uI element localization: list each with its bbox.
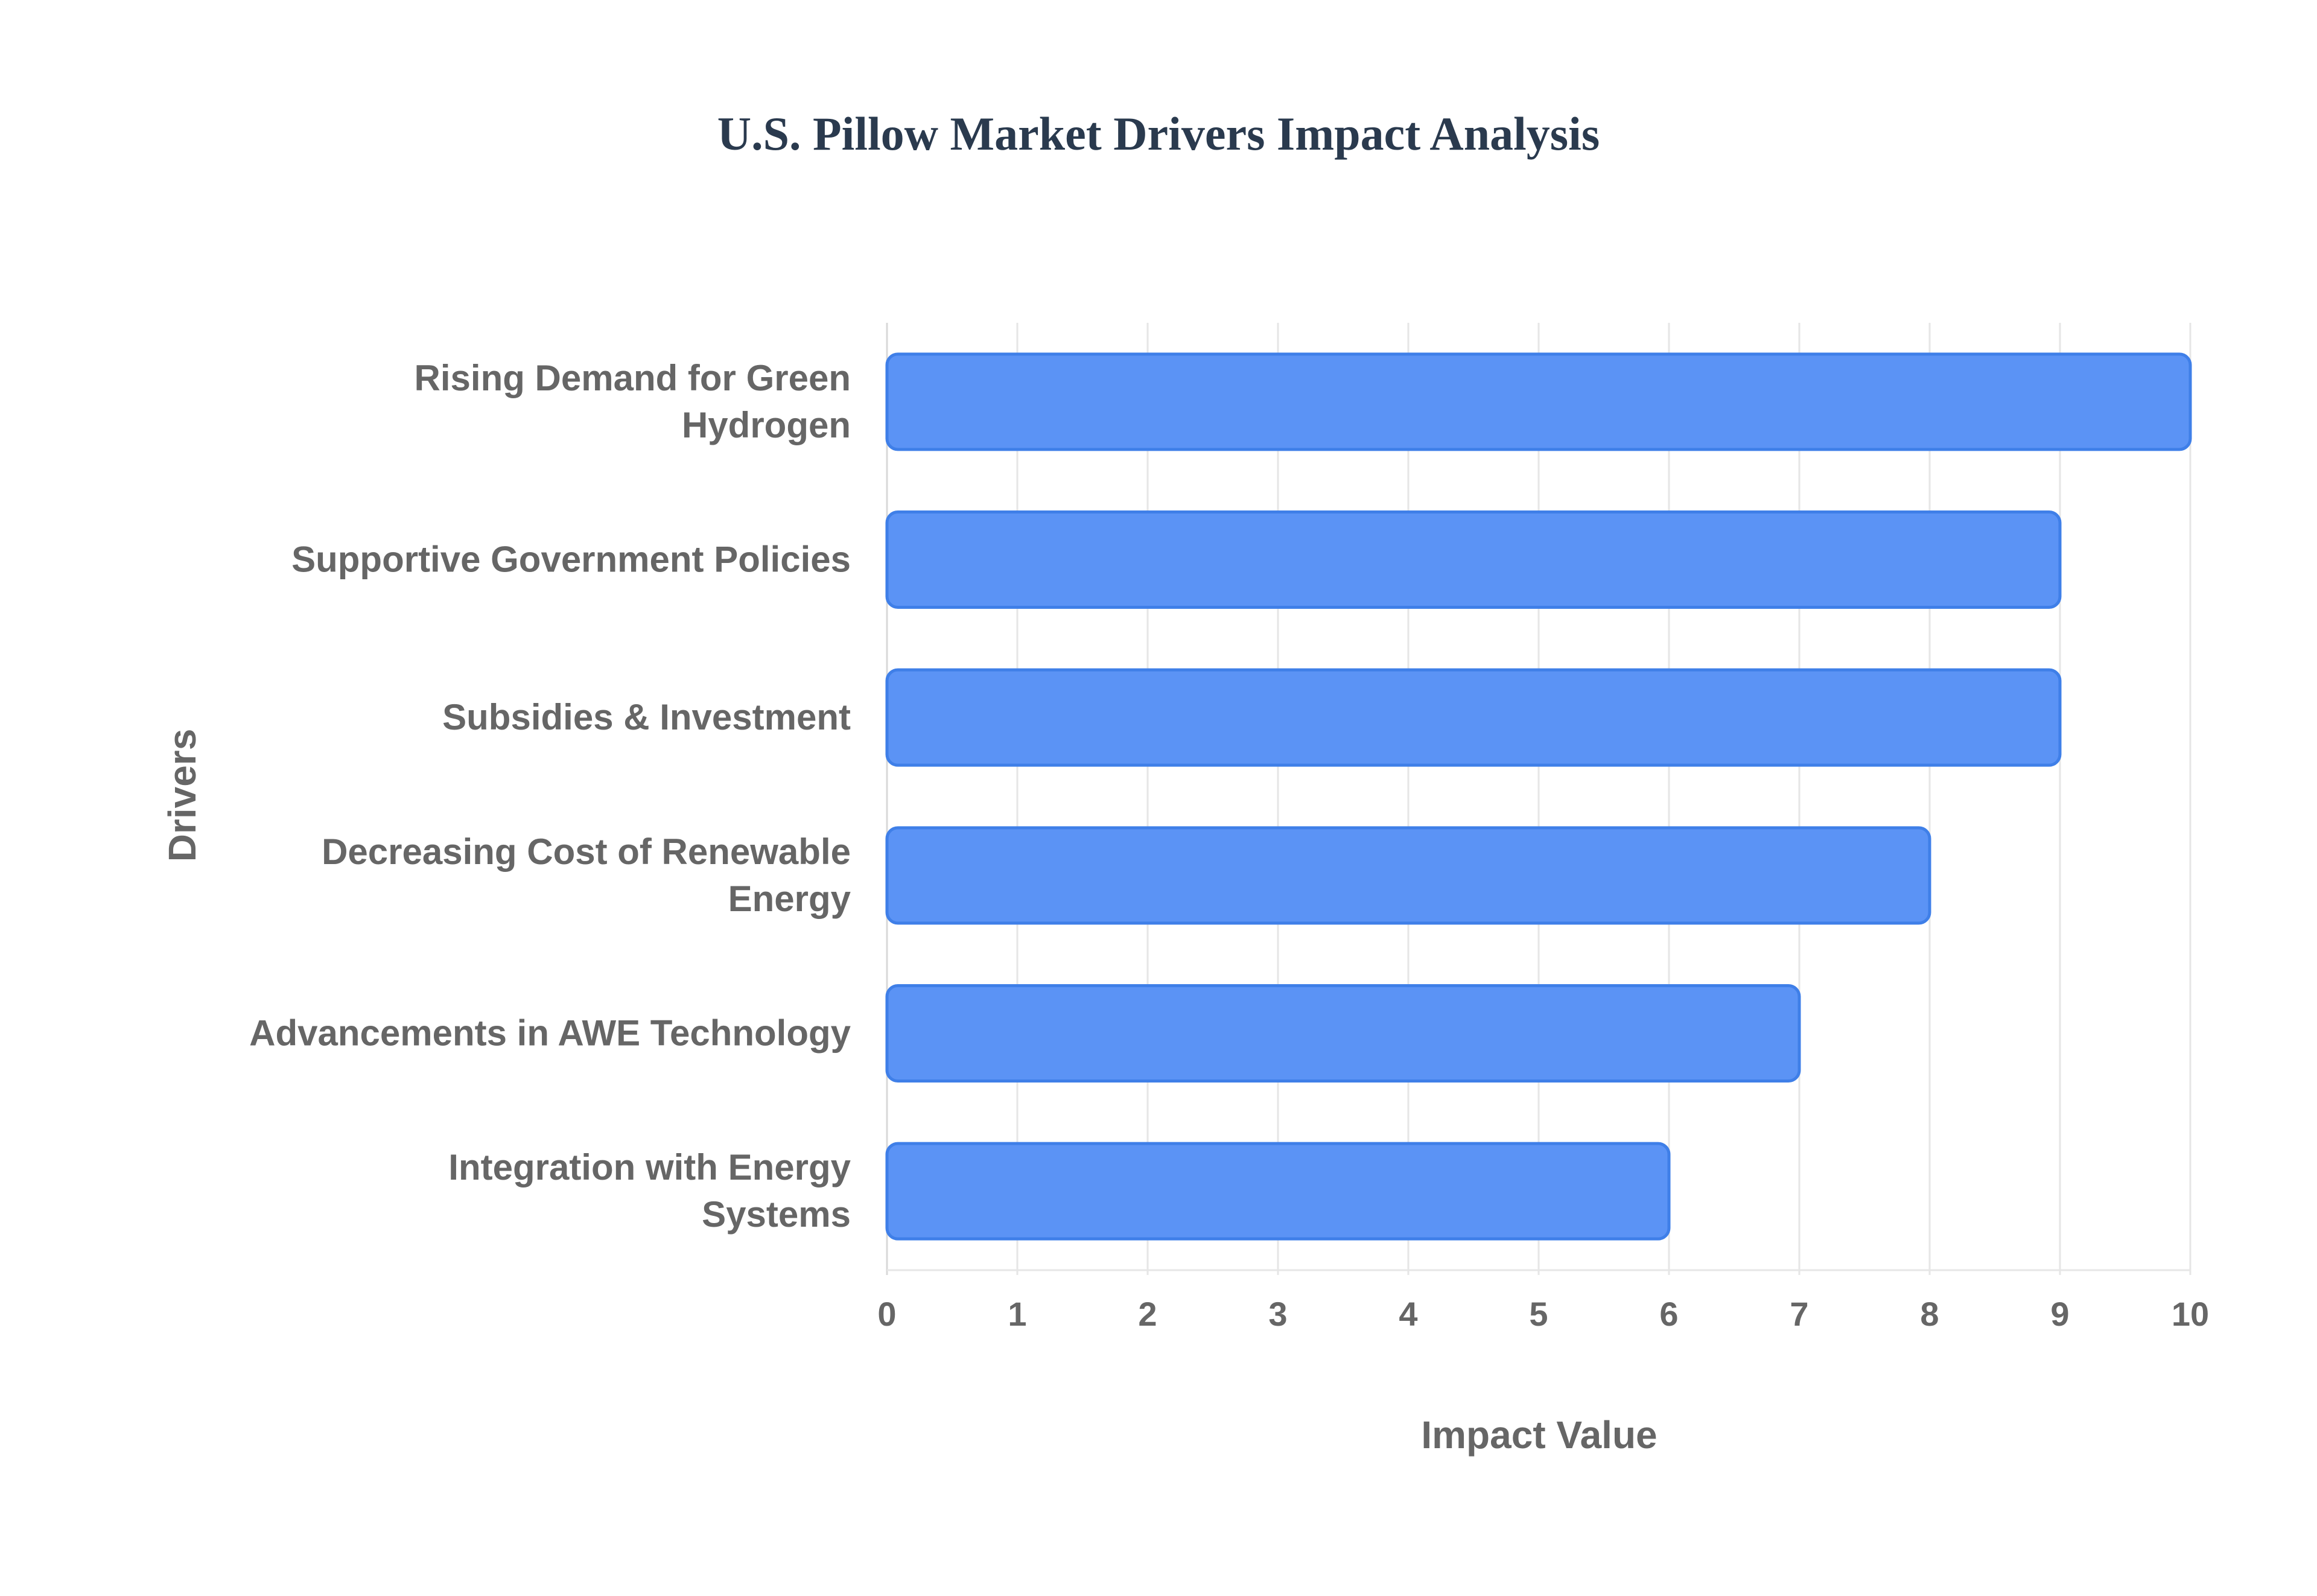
x-tick-label: 9 (2050, 1295, 2069, 1333)
bar (887, 354, 2190, 450)
grid-lines (887, 323, 2190, 1275)
x-tick-label: 0 (877, 1295, 896, 1333)
x-tick-label: 10 (2172, 1295, 2209, 1333)
x-tick-label: 8 (1920, 1295, 1939, 1333)
x-tick-label: 1 (1008, 1295, 1026, 1333)
x-tick-label: 3 (1268, 1295, 1287, 1333)
y-axis-title: Drivers (161, 729, 204, 862)
chart-title: U.S. Pillow Market Drivers Impact Analys… (717, 107, 1600, 160)
category-label: Integration with Energy Systems (448, 1147, 851, 1235)
x-tick-label: 5 (1529, 1295, 1548, 1333)
x-tick-label: 2 (1138, 1295, 1157, 1333)
category-label: Advancements in AWE Technology (249, 1013, 851, 1054)
bar (887, 986, 1799, 1081)
category-label: Rising Demand for Green Hydrogen (415, 358, 851, 445)
x-tick-label: 7 (1790, 1295, 1808, 1333)
bar (887, 512, 2060, 608)
x-axis-tick-labels: 0 1 2 3 4 5 6 7 8 9 10 (877, 1295, 2209, 1333)
category-label: Supportive Government Policies (291, 539, 851, 580)
y-axis-tick-labels: Rising Demand for Green Hydrogen Supportiv… (249, 358, 851, 1235)
x-tick-label: 6 (1659, 1295, 1678, 1333)
category-label: Decreasing Cost of Renewable Energy (322, 831, 851, 919)
x-axis-title: Impact Value (1421, 1413, 1657, 1457)
x-tick-label: 4 (1399, 1295, 1417, 1333)
bar (887, 828, 1930, 923)
bar (887, 1143, 1669, 1239)
bar (887, 670, 2060, 765)
category-label: Subsidies & Investment (442, 697, 851, 737)
